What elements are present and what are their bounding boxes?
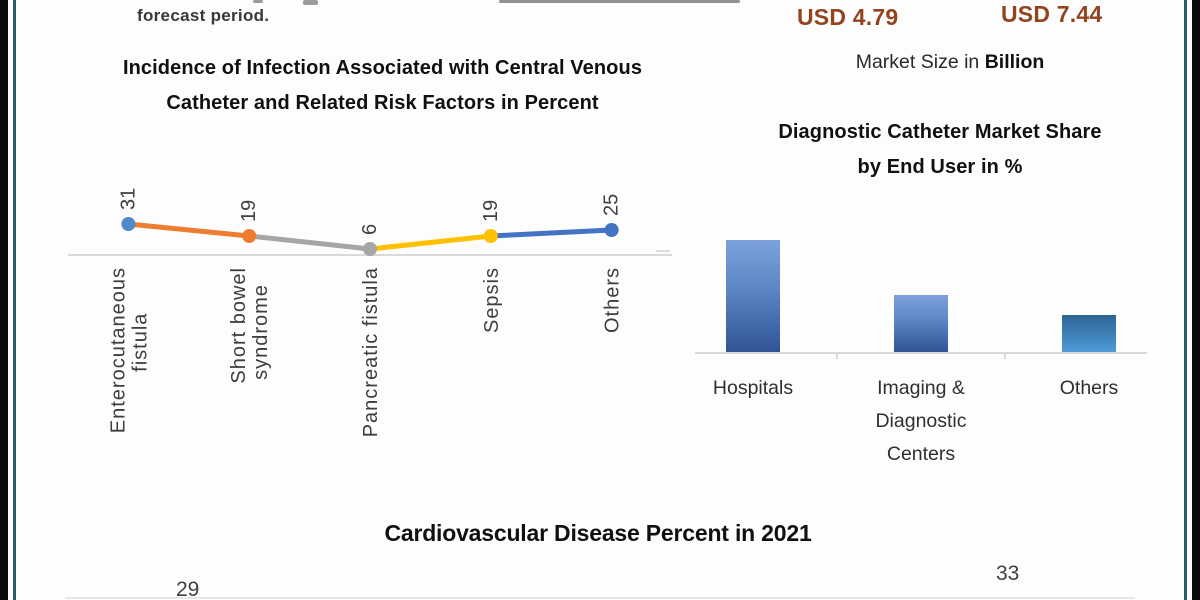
x-axis-line xyxy=(695,352,1147,354)
bar-imaging-diagnostic-centers xyxy=(894,295,948,352)
axis-tick-artifact xyxy=(656,250,670,252)
market-size-caption-regular: Market Size in xyxy=(855,51,985,73)
category-label: Short bowel xyxy=(228,267,250,384)
cardio-data-label: 33 xyxy=(996,562,1020,585)
bar-hospitals xyxy=(726,240,780,352)
end-user-chart-title: Diagnostic Catheter Market Share by End … xyxy=(738,115,1142,185)
market-size-start-value: USD 4.79 xyxy=(797,4,899,30)
category-label: Imaging & Diagnostic Centers xyxy=(875,377,967,465)
data-point-marker xyxy=(121,217,136,231)
end-user-bar-chart xyxy=(669,235,1173,359)
end-user-chart-title-line2: by End User in % xyxy=(857,156,1023,178)
line-segment xyxy=(246,233,373,252)
data-point-marker xyxy=(363,242,377,256)
infection-chart-title: Incidence of Infection Associated with C… xyxy=(60,51,705,121)
infection-line-chart: 31 19 6 19 25 Enterocutaneous fistula Short bow… xyxy=(68,188,672,437)
category-label: Others xyxy=(602,267,624,333)
infection-chart-title-line1: Incidence of Infection Associated with C… xyxy=(122,57,643,79)
line-segment xyxy=(367,233,494,252)
cutoff-text-fragment xyxy=(303,0,318,5)
slide-border-left xyxy=(13,0,16,600)
data-point-marker xyxy=(242,229,257,243)
screen-edge-left xyxy=(0,0,8,600)
cutoff-text-fragment xyxy=(499,0,740,3)
screen-edge-right xyxy=(1192,0,1200,600)
category-label: syndrome xyxy=(250,284,272,380)
cardio-data-label: 29 xyxy=(176,578,200,600)
bar-others xyxy=(1062,315,1116,352)
line-segment xyxy=(125,221,252,239)
category-label: fistula xyxy=(129,313,151,372)
data-label: 6 xyxy=(359,224,381,235)
category-label: Enterocutaneous xyxy=(107,267,129,433)
market-size-end-value: USD 7.44 xyxy=(1001,1,1103,27)
intro-paragraph-end: forecast period. xyxy=(137,6,270,25)
data-label: 31 xyxy=(117,188,139,210)
cutoff-text-fragment xyxy=(253,0,263,3)
axis-tick xyxy=(836,352,838,359)
line-segment xyxy=(488,227,615,239)
cardio-chart-title: Cardiovascular Disease Percent in 2021 xyxy=(384,520,812,546)
data-label: 25 xyxy=(601,194,623,216)
market-size-caption: Market Size in Billion xyxy=(750,51,1150,74)
category-label: Others xyxy=(1059,377,1119,399)
cropped-chart-edge xyxy=(65,597,1135,599)
data-label: 19 xyxy=(238,200,260,222)
category-label: Sepsis xyxy=(481,267,503,333)
category-label: Hospitals xyxy=(712,377,794,399)
end-user-chart-title-line1: Diagnostic Catheter Market Share xyxy=(778,121,1102,143)
data-label: 19 xyxy=(480,200,502,222)
axis-tick xyxy=(1004,352,1006,359)
data-point-marker xyxy=(604,223,619,237)
infection-chart-title-line2: Catheter and Related Risk Factors in Per… xyxy=(166,92,599,114)
market-size-caption-unit: Billion xyxy=(984,51,1045,73)
category-label: Pancreatic fistula xyxy=(360,267,382,437)
slide-border-right xyxy=(1184,0,1187,600)
data-point-marker xyxy=(483,229,498,243)
